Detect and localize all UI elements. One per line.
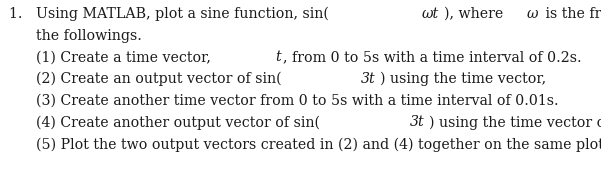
Text: is the frequency of oscillation. Do: is the frequency of oscillation. Do (541, 7, 601, 21)
Text: (4) Create another output vector of sin(: (4) Create another output vector of sin( (9, 115, 320, 130)
Text: the followings.: the followings. (9, 29, 142, 43)
Text: ω: ω (526, 7, 538, 21)
Text: (5) Plot the two output vectors created in (2) and (4) together on the same plot: (5) Plot the two output vectors created … (9, 137, 601, 152)
Text: , from 0 to 5s with a time interval of 0.2s.: , from 0 to 5s with a time interval of 0… (282, 50, 581, 64)
Text: 1.   Using MATLAB, plot a sine function, sin(: 1. Using MATLAB, plot a sine function, s… (9, 7, 329, 21)
Text: 3t: 3t (410, 115, 425, 129)
Text: t: t (275, 50, 281, 64)
Text: ωt: ωt (422, 7, 439, 21)
Text: (2) Create an output vector of sin(: (2) Create an output vector of sin( (9, 72, 282, 86)
Text: (3) Create another time vector from 0 to 5s with a time interval of 0.01s.: (3) Create another time vector from 0 to… (9, 94, 559, 108)
Text: (1) Create a time vector,: (1) Create a time vector, (9, 50, 215, 64)
Text: ) using the time vector created in (3).: ) using the time vector created in (3). (429, 115, 601, 130)
Text: 3t: 3t (361, 72, 376, 86)
Text: ) using the time vector,: ) using the time vector, (380, 72, 551, 86)
Text: t: t (600, 72, 601, 86)
Text: ), where: ), where (444, 7, 508, 21)
